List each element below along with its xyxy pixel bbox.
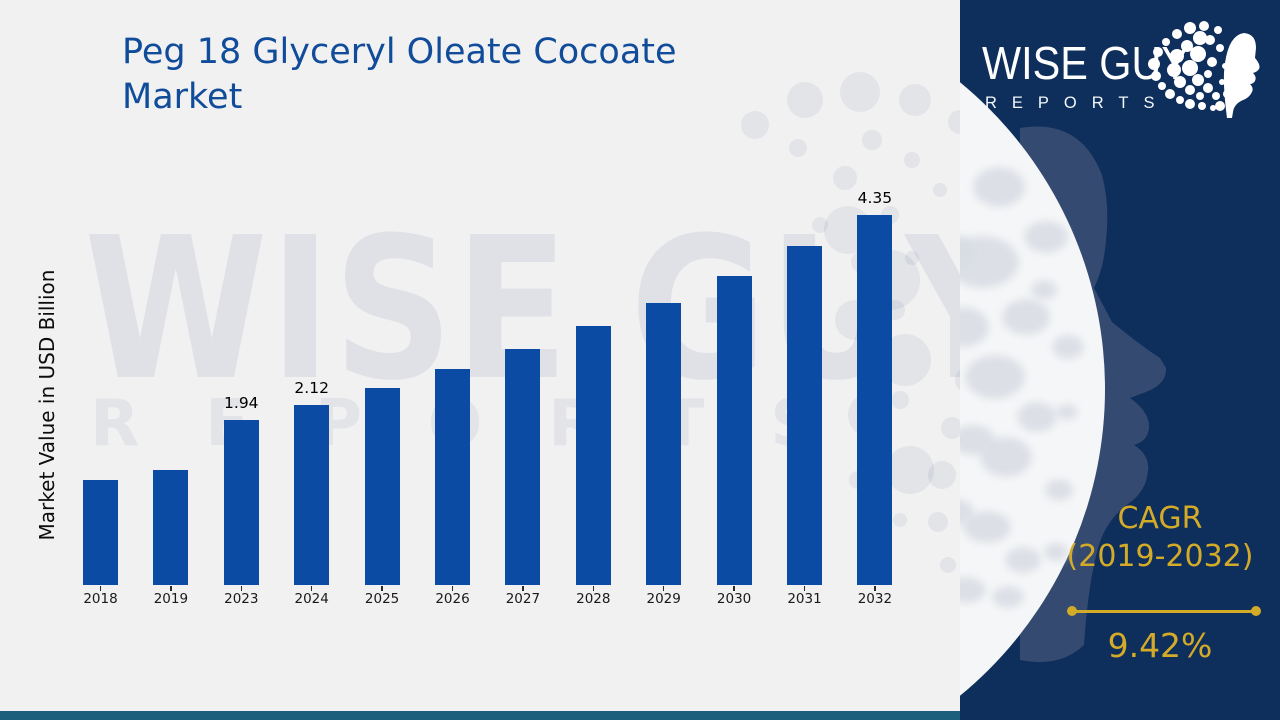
bar-value-label-2023: 1.94 bbox=[224, 393, 259, 412]
page-title: Peg 18 Glyceryl Oleate Cocoate Market bbox=[122, 30, 677, 120]
cagr-value: 9.42% bbox=[1107, 626, 1213, 665]
dotted-head-profile-icon bbox=[1148, 21, 1260, 118]
page-title-line2: Market bbox=[122, 77, 243, 117]
x-axis-tick bbox=[874, 586, 876, 591]
x-tick-label-2032: 2032 bbox=[857, 591, 893, 607]
brain-texture-blob bbox=[1002, 299, 1050, 335]
brain-texture-blob bbox=[1005, 547, 1041, 573]
brain-texture-blob bbox=[1052, 335, 1084, 359]
x-axis-tick bbox=[592, 586, 595, 591]
brain-texture-blob bbox=[960, 577, 986, 603]
brain-texture-blob bbox=[1017, 402, 1057, 432]
x-tick-label-2025: 2025 bbox=[364, 591, 400, 607]
brain-texture-blob bbox=[960, 425, 995, 455]
y-axis-label: Market Value in USD Billion bbox=[35, 269, 59, 541]
brand-logo-subtitle: REPORTS bbox=[985, 94, 1170, 112]
x-tick-label-2028: 2028 bbox=[576, 591, 611, 607]
bar-2028 bbox=[575, 326, 611, 585]
brain-texture-blob bbox=[965, 355, 1025, 399]
brain-texture-blob bbox=[960, 499, 974, 525]
page-title-line1: Peg 18 Glyceryl Oleate Cocoate bbox=[122, 32, 677, 72]
x-axis-tick bbox=[733, 586, 735, 591]
cagr-divider-line bbox=[1067, 606, 1261, 616]
bar-value-label-2024: 2.12 bbox=[294, 378, 329, 397]
x-tick-label-2023: 2023 bbox=[224, 591, 259, 607]
brain-texture-blob bbox=[973, 167, 1025, 207]
x-tick-label-2018: 2018 bbox=[83, 591, 118, 607]
brain-texture-blob bbox=[960, 234, 975, 270]
brain-texture-blob bbox=[1045, 479, 1073, 501]
bar-2029 bbox=[646, 302, 682, 585]
x-axis-tick bbox=[522, 586, 524, 591]
x-tick-label-2024: 2024 bbox=[294, 591, 329, 607]
bar-2025 bbox=[364, 387, 400, 585]
brain-texture-blob bbox=[1044, 543, 1068, 561]
logo-dots bbox=[1148, 21, 1231, 111]
cagr-block: CAGR (2019-2032) bbox=[1045, 500, 1275, 576]
brain-texture-blob bbox=[992, 586, 1024, 608]
bar-2031 bbox=[787, 246, 822, 585]
cagr-range: (2019-2032) bbox=[1066, 539, 1254, 574]
brain-texture-blob bbox=[1031, 280, 1057, 300]
brand-panel: WISE GUY REPORTS CAGR (2019-2032) 9.42% bbox=[960, 0, 1280, 720]
x-axis-tick bbox=[381, 586, 383, 591]
x-tick-label-2019: 2019 bbox=[153, 591, 189, 607]
x-axis-tick bbox=[240, 586, 243, 591]
bar-2023 bbox=[223, 419, 259, 585]
bar-2026 bbox=[435, 368, 470, 585]
bar-2027 bbox=[505, 349, 541, 585]
brain-texture-blob bbox=[960, 307, 989, 347]
x-axis-tick bbox=[170, 586, 172, 591]
x-tick-label-2031: 2031 bbox=[787, 591, 822, 607]
bar-2030 bbox=[716, 276, 752, 585]
bar-2024 bbox=[294, 404, 330, 585]
cagr-label: CAGR bbox=[1117, 501, 1203, 536]
bar-2032 bbox=[857, 214, 893, 585]
x-axis-tick bbox=[451, 586, 454, 591]
bar-2018 bbox=[83, 480, 118, 585]
x-tick-label-2029: 2029 bbox=[646, 591, 681, 607]
x-tick-label-2027: 2027 bbox=[505, 591, 541, 607]
bottom-accent-strip bbox=[0, 711, 960, 720]
line-endpoint-dot bbox=[1067, 606, 1077, 616]
brain-texture-blob bbox=[1024, 221, 1068, 253]
bar-2019 bbox=[153, 470, 189, 585]
x-axis-tick bbox=[803, 586, 806, 591]
x-tick-label-2026: 2026 bbox=[435, 591, 470, 607]
line-endpoint-dot bbox=[1251, 606, 1261, 616]
x-tick-label-2030: 2030 bbox=[716, 591, 752, 607]
bar-value-label-2032: 4.35 bbox=[857, 188, 893, 207]
x-axis-tick bbox=[310, 586, 313, 591]
bar-chart: 2018 2019 2023 1.94 2024 2.12 2025 2026 2027 2028… bbox=[83, 188, 893, 607]
brain-texture-blob bbox=[1056, 404, 1078, 420]
x-axis-tick bbox=[662, 586, 665, 591]
x-axis-tick bbox=[99, 586, 102, 591]
